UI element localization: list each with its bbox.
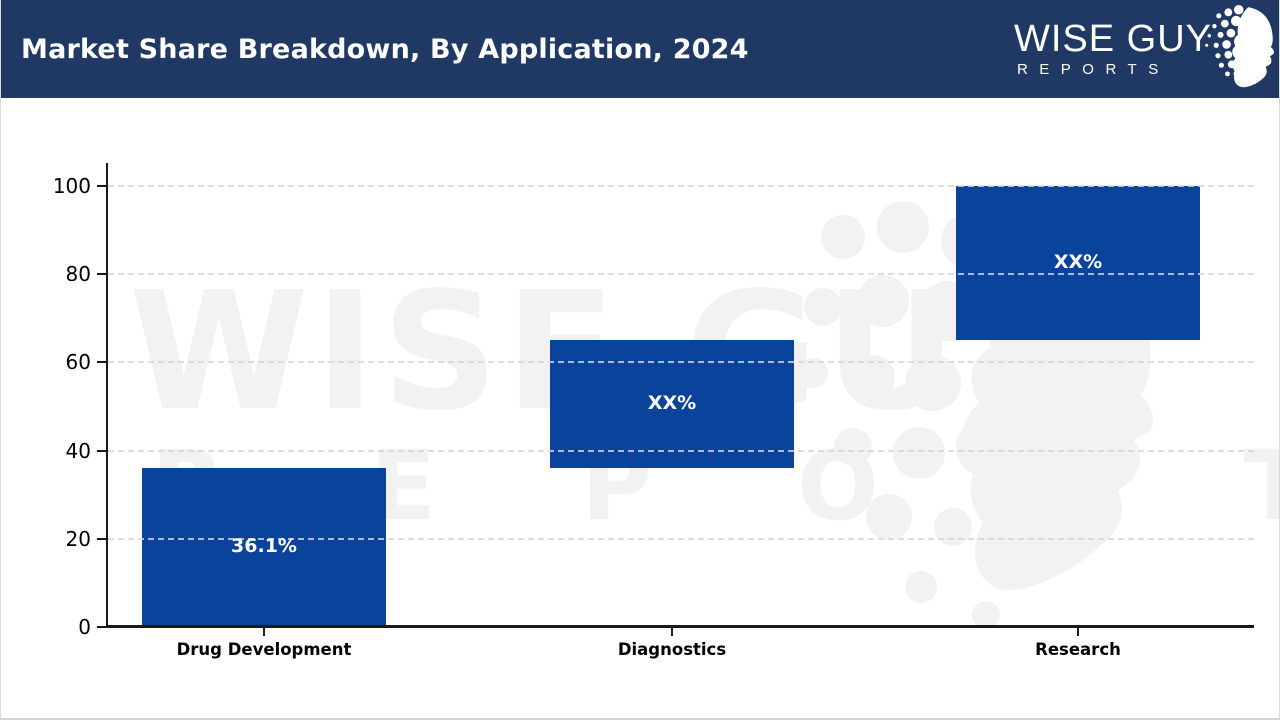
bar-value-label: 36.1% xyxy=(231,535,297,558)
x-axis-line xyxy=(106,625,1254,628)
x-category-label: Drug Development xyxy=(176,640,352,659)
logo-subtitle: REPORTS xyxy=(1016,60,1170,78)
y-tick-mark xyxy=(97,626,106,628)
logo-wordmark: WISE GUY xyxy=(1013,18,1212,61)
bar-value-label: XX% xyxy=(1053,251,1103,274)
y-tick-label: 100 xyxy=(52,174,91,198)
logo-text: WISE GUY REPORTS xyxy=(1013,18,1212,78)
y-tick-mark xyxy=(97,361,106,364)
gridline xyxy=(108,185,1254,187)
page-title: Market Share Breakdown, By Application, … xyxy=(21,33,749,65)
y-tick-mark xyxy=(97,449,106,452)
y-tick-label: 20 xyxy=(65,526,91,551)
x-tick-mark xyxy=(671,627,673,636)
gridline xyxy=(108,361,1254,364)
bar-research xyxy=(956,186,1200,341)
chart-plot-area: 0 20 40 60 80 100 36.1% Drug Development XX% Diag… xyxy=(1,98,1279,718)
y-tick-label: 40 xyxy=(65,438,91,463)
y-tick-label: 60 xyxy=(65,350,91,375)
gridline xyxy=(108,273,1254,276)
y-tick-label: 80 xyxy=(65,262,91,287)
x-tick-mark xyxy=(263,627,265,636)
x-category-label: Diagnostics xyxy=(617,640,727,659)
bar-drug-development xyxy=(142,467,386,627)
gridline xyxy=(108,537,1254,540)
y-tick-label: 0 xyxy=(78,615,91,639)
gridline xyxy=(108,449,1254,452)
x-tick-mark xyxy=(1077,627,1079,636)
y-tick-mark xyxy=(97,537,106,540)
dotted-face-icon xyxy=(1205,4,1274,88)
x-category-label: Research xyxy=(1035,640,1121,659)
y-axis-line xyxy=(106,163,108,628)
header-bar: Market Share Breakdown, By Application, … xyxy=(1,0,1279,98)
wise-guy-reports-logo: WISE GUY REPORTS xyxy=(1013,4,1279,93)
y-tick-mark xyxy=(97,185,106,187)
bar-value-label: XX% xyxy=(647,392,697,415)
y-tick-mark xyxy=(97,273,106,276)
